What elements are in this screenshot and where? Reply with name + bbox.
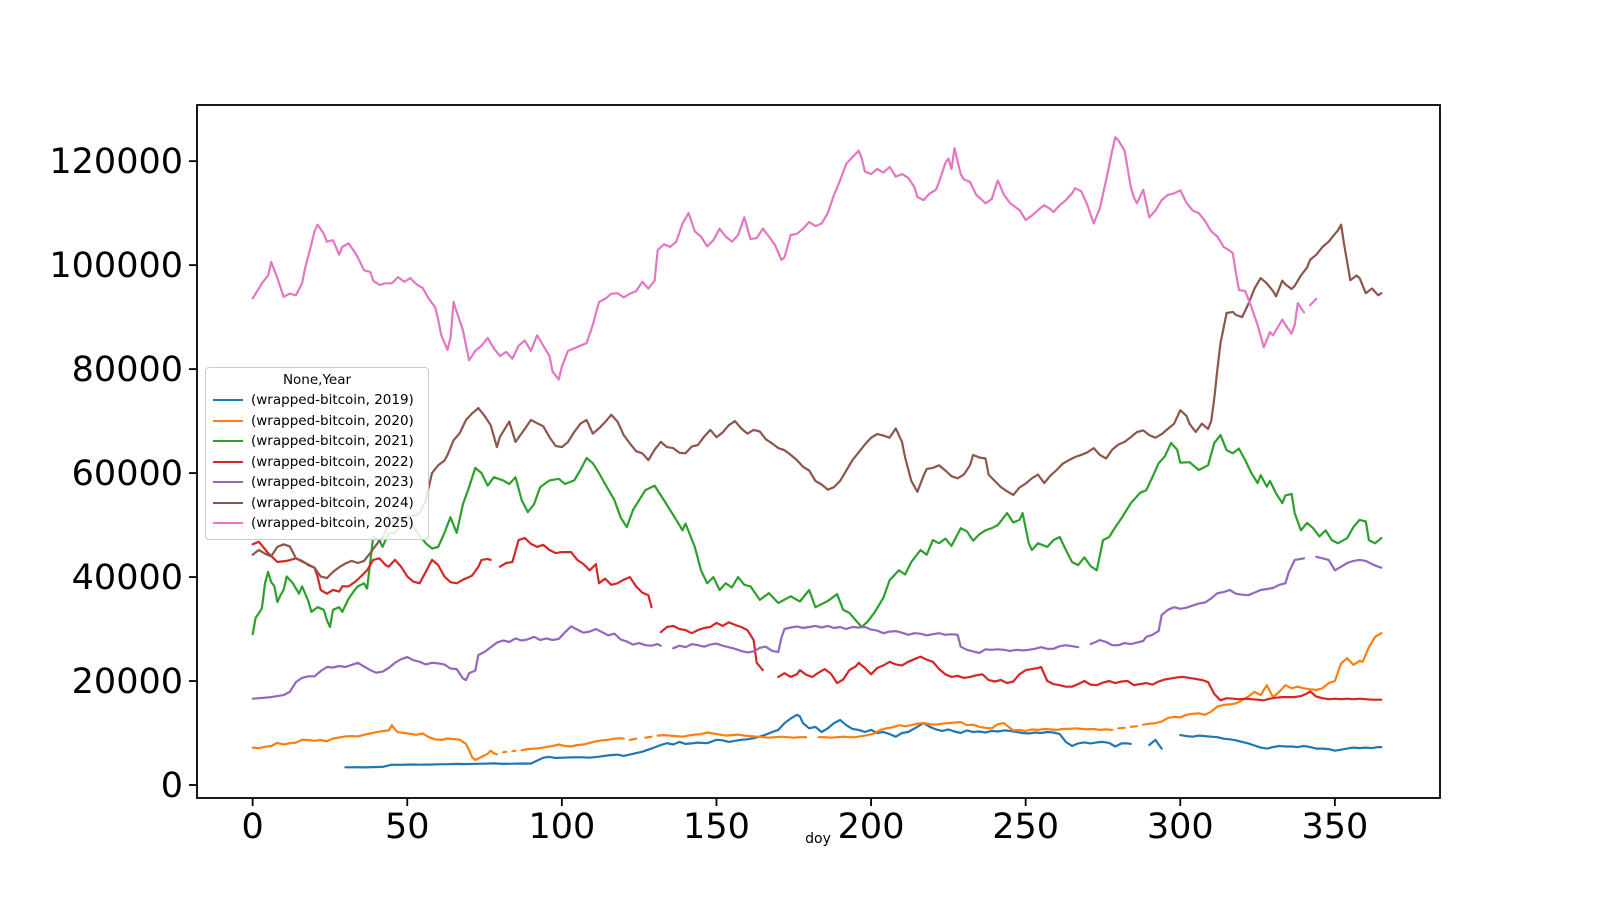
- legend-line-swatch: [213, 419, 243, 422]
- x-tick-label: 200: [838, 807, 905, 847]
- y-tick-label: 60000: [72, 454, 183, 494]
- y-tick-label: 20000: [72, 662, 183, 702]
- y-tick-label: 40000: [72, 558, 183, 598]
- y-tick-label: 0: [161, 766, 183, 806]
- y-tick-label: 120000: [49, 142, 183, 182]
- y-tick-label: 80000: [72, 350, 183, 390]
- legend-item: (wrapped-bitcoin, 2020): [206, 411, 428, 432]
- x-axis-label: doy: [805, 831, 831, 847]
- legend-line-swatch: [213, 522, 243, 525]
- legend-item-label: (wrapped-bitcoin, 2025): [251, 515, 414, 532]
- legend-line-swatch: [213, 440, 243, 443]
- legend-item-label: (wrapped-bitcoin, 2021): [251, 433, 414, 450]
- legend-item-label: (wrapped-bitcoin, 2022): [251, 453, 414, 470]
- legend-item: (wrapped-bitcoin, 2024): [206, 493, 428, 514]
- chart-legend: None,Year (wrapped-bitcoin, 2019) (wrappe…: [205, 367, 429, 540]
- legend-item: (wrapped-bitcoin, 2022): [206, 452, 428, 473]
- x-tick-label: 50: [385, 807, 430, 847]
- legend-item-label: (wrapped-bitcoin, 2019): [251, 392, 414, 409]
- y-tick-label: 100000: [49, 246, 183, 286]
- plot-border: [196, 104, 1441, 799]
- x-tick-label: 300: [1147, 807, 1214, 847]
- x-tick-label: 0: [242, 807, 264, 847]
- series-line-wrapped-bitcoin-2022: [251, 537, 1383, 702]
- series-line-wrapped-bitcoin-2025: [251, 136, 1318, 381]
- x-tick-label: 150: [683, 807, 750, 847]
- legend-item-label: (wrapped-bitcoin, 2023): [251, 474, 414, 491]
- legend-items: (wrapped-bitcoin, 2019) (wrapped-bitcoin,…: [206, 390, 428, 534]
- legend-line-swatch: [213, 399, 243, 402]
- series-line-wrapped-bitcoin-2023: [251, 555, 1383, 700]
- x-tick-label: 250: [992, 807, 1059, 847]
- legend-item-label: (wrapped-bitcoin, 2020): [251, 412, 414, 429]
- legend-line-swatch: [213, 460, 243, 463]
- x-tick-label: 350: [1301, 807, 1368, 847]
- x-tick-label: 100: [528, 807, 595, 847]
- legend-item: (wrapped-bitcoin, 2025): [206, 513, 428, 534]
- series-line-wrapped-bitcoin-2024: [251, 223, 1383, 580]
- legend-item: (wrapped-bitcoin, 2019): [206, 390, 428, 411]
- series-line-wrapped-bitcoin-2020: [251, 632, 1383, 762]
- legend-item: (wrapped-bitcoin, 2021): [206, 431, 428, 452]
- legend-item: (wrapped-bitcoin, 2023): [206, 472, 428, 493]
- legend-line-swatch: [213, 501, 243, 504]
- legend-item-label: (wrapped-bitcoin, 2024): [251, 494, 414, 511]
- series-line-wrapped-bitcoin-2021: [251, 434, 1383, 636]
- legend-title: None,Year: [282, 372, 352, 388]
- legend-line-swatch: [213, 481, 243, 484]
- series-line-wrapped-bitcoin-2019: [344, 713, 1383, 769]
